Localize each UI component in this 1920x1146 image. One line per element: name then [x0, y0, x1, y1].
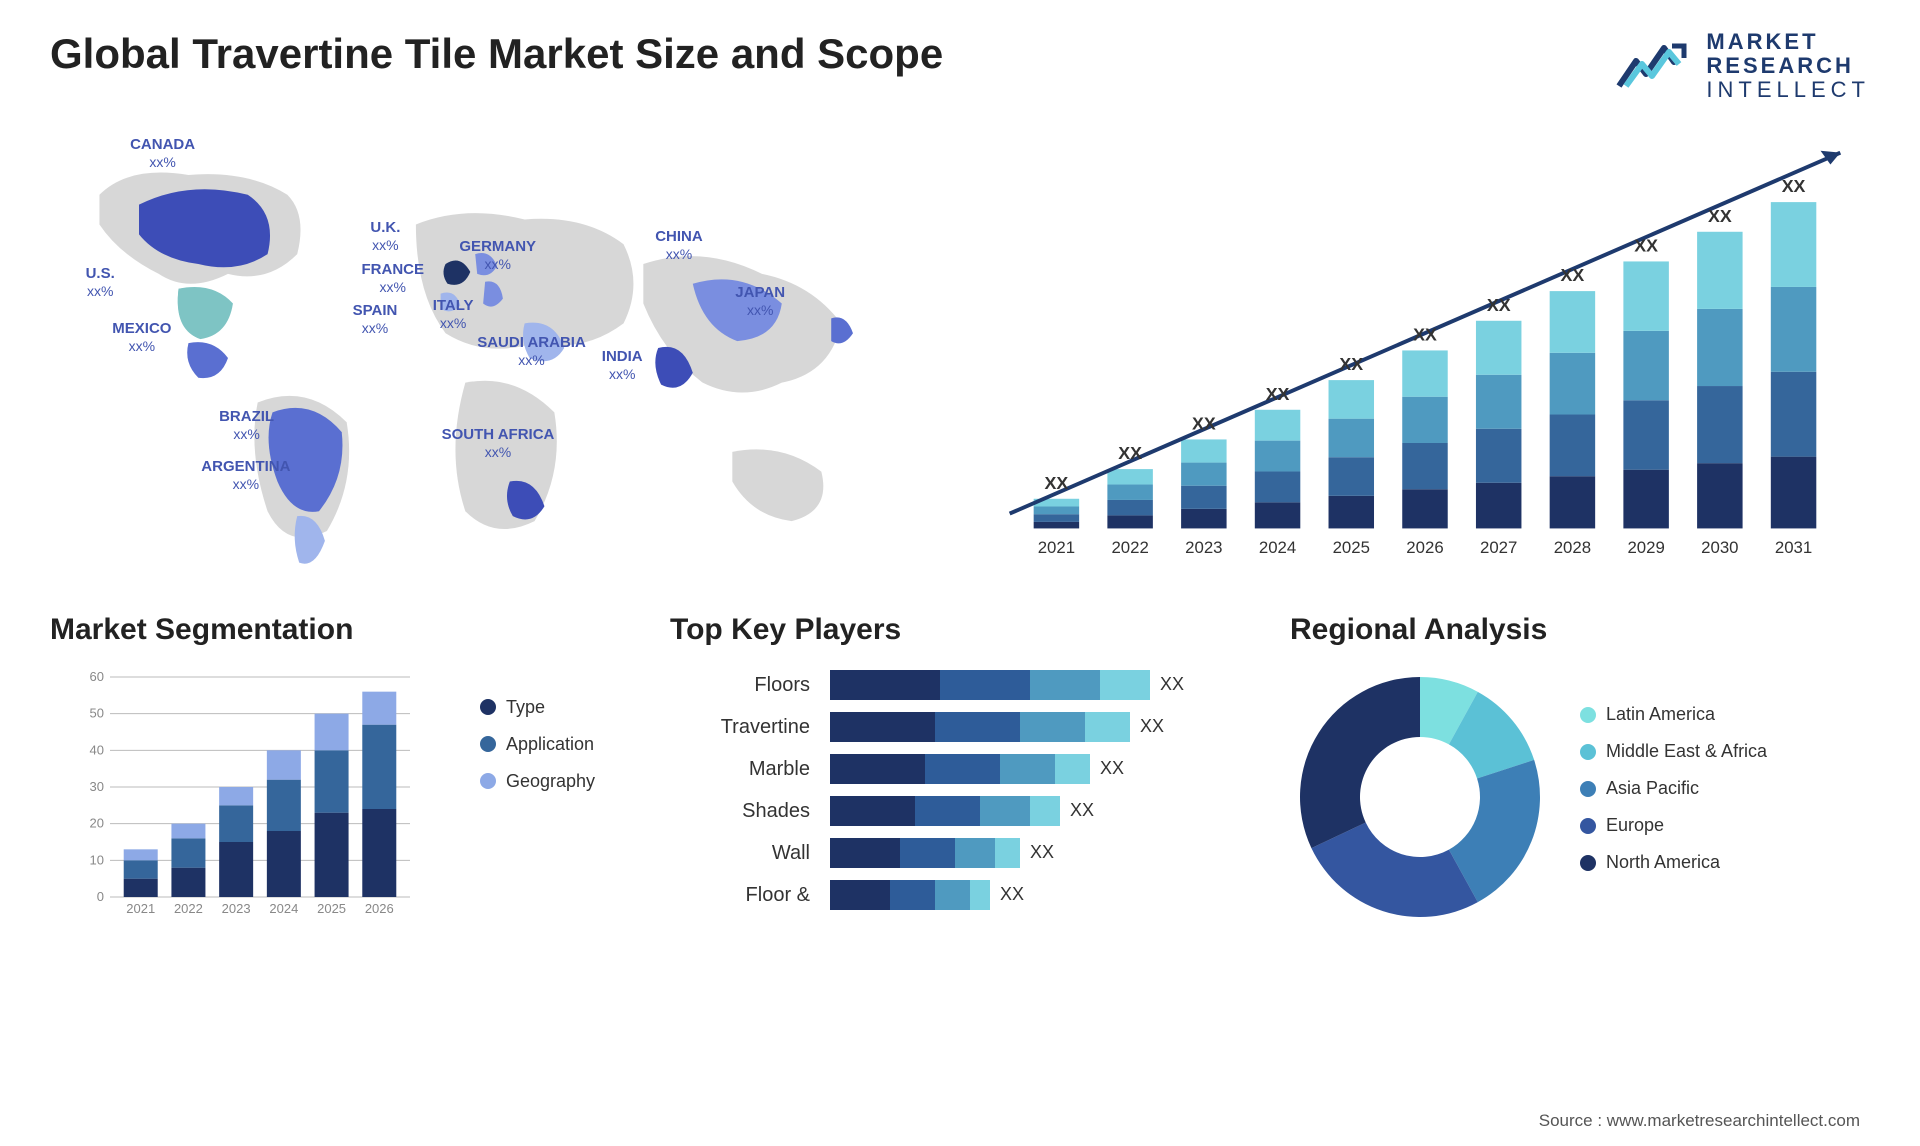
player-label: Floors [670, 667, 810, 703]
map-country-label: SOUTH AFRICAxx% [442, 426, 555, 461]
svg-text:XX: XX [1045, 472, 1069, 492]
regional-title: Regional Analysis [1290, 613, 1870, 647]
player-label: Marble [670, 751, 810, 787]
svg-text:XX: XX [1708, 205, 1732, 225]
legend-item: Middle East & Africa [1580, 741, 1870, 762]
svg-text:2027: 2027 [1480, 538, 1517, 557]
map-country-label: INDIAxx% [602, 348, 643, 383]
svg-text:2029: 2029 [1627, 538, 1664, 557]
growth-bar-chart: XX 2021 XX 2022 XX 2023 XX 2024 XX 2025 XX 2026 XX 20… [980, 123, 1870, 578]
page-title: Global Travertine Tile Market Size and S… [50, 30, 943, 78]
regional-section: Regional Analysis Latin America Middle Ea… [1290, 613, 1870, 953]
logo-line-3: INTELLECT [1706, 78, 1870, 102]
map-country-label: BRAZILxx% [219, 408, 274, 443]
players-labels: Floors Travertine Marble Shades Wall Floor & [670, 667, 810, 919]
svg-text:2026: 2026 [1406, 538, 1443, 557]
svg-text:40: 40 [90, 742, 104, 757]
svg-text:XX: XX [1487, 294, 1511, 314]
svg-text:2023: 2023 [222, 901, 251, 916]
players-bars: XX XX XX XX XX XX [830, 667, 1250, 919]
map-country-label: CHINAxx% [655, 228, 703, 263]
segmentation-title: Market Segmentation [50, 613, 630, 647]
player-label: Floor & [670, 877, 810, 913]
map-country-label: U.S.xx% [86, 265, 115, 300]
svg-text:XX: XX [1561, 265, 1585, 285]
legend-item: Latin America [1580, 704, 1870, 725]
svg-text:2026: 2026 [365, 901, 394, 916]
map-country-label: ARGENTINAxx% [201, 458, 290, 493]
legend-item: Type [480, 697, 630, 718]
players-title: Top Key Players [670, 613, 1250, 647]
legend-item: North America [1580, 852, 1870, 873]
svg-text:2025: 2025 [1333, 538, 1370, 557]
svg-text:2024: 2024 [1259, 538, 1296, 557]
svg-text:50: 50 [90, 705, 104, 720]
map-country-label: JAPANxx% [735, 284, 785, 319]
player-bar-row: XX [830, 835, 1250, 871]
map-country-label: FRANCExx% [362, 261, 425, 296]
legend-item: Europe [1580, 815, 1870, 836]
player-bar-row: XX [830, 793, 1250, 829]
legend-item: Geography [480, 771, 630, 792]
players-section: Top Key Players Floors Travertine Marble Sh… [670, 613, 1250, 953]
player-label: Wall [670, 835, 810, 871]
player-bar-row: XX [830, 709, 1250, 745]
player-bar-row: XX [830, 751, 1250, 787]
svg-text:2022: 2022 [174, 901, 203, 916]
regional-donut [1290, 667, 1550, 927]
legend-item: Asia Pacific [1580, 778, 1870, 799]
svg-text:2025: 2025 [317, 901, 346, 916]
svg-text:2021: 2021 [1038, 538, 1075, 557]
map-country-label: SAUDI ARABIAxx% [477, 334, 586, 369]
svg-text:XX: XX [1192, 413, 1216, 433]
svg-text:30: 30 [90, 779, 104, 794]
source-attribution: Source : www.marketresearchintellect.com [1539, 1111, 1860, 1131]
world-map-panel: CANADAxx% U.S.xx% MEXICOxx% BRAZILxx% ARGENT… [50, 123, 940, 583]
segmentation-section: Market Segmentation 0 10 20 30 40 50 60 2021 202… [50, 613, 630, 953]
player-bar-row: XX [830, 877, 1250, 913]
svg-text:20: 20 [90, 815, 104, 830]
player-bar-row: XX [830, 667, 1250, 703]
map-country-label: CANADAxx% [130, 136, 195, 171]
segmentation-legend: Type Application Geography [480, 667, 630, 927]
svg-text:60: 60 [90, 669, 104, 684]
logo-line-1: MARKET [1706, 30, 1870, 54]
player-label: Shades [670, 793, 810, 829]
logo-icon [1614, 36, 1694, 96]
svg-text:XX: XX [1118, 443, 1142, 463]
svg-text:2030: 2030 [1701, 538, 1738, 557]
player-label: Travertine [670, 709, 810, 745]
map-country-label: ITALYxx% [433, 297, 474, 332]
svg-text:10: 10 [90, 852, 104, 867]
svg-text:XX: XX [1413, 324, 1437, 344]
svg-text:2031: 2031 [1775, 538, 1812, 557]
map-country-label: U.K.xx% [370, 219, 400, 254]
logo-line-2: RESEARCH [1706, 54, 1870, 78]
map-country-label: GERMANYxx% [459, 238, 536, 273]
map-country-label: SPAINxx% [353, 302, 398, 337]
svg-text:2021: 2021 [126, 901, 155, 916]
brand-logo: MARKET RESEARCH INTELLECT [1614, 30, 1870, 103]
svg-text:XX: XX [1782, 176, 1806, 196]
map-country-label: MEXICOxx% [112, 320, 171, 355]
legend-item: Application [480, 734, 630, 755]
segmentation-chart: 0 10 20 30 40 50 60 2021 2022 2023 2024 2025 2026 [50, 667, 450, 927]
svg-text:XX: XX [1266, 383, 1290, 403]
growth-chart-panel: XX 2021 XX 2022 XX 2023 XX 2024 XX 2025 XX 2026 XX 20… [980, 123, 1870, 583]
svg-text:2023: 2023 [1185, 538, 1222, 557]
svg-text:XX: XX [1339, 354, 1363, 374]
regional-legend: Latin America Middle East & Africa Asia Pa… [1580, 704, 1870, 889]
svg-text:2024: 2024 [269, 901, 298, 916]
svg-text:XX: XX [1634, 235, 1658, 255]
svg-text:2022: 2022 [1111, 538, 1148, 557]
svg-text:2028: 2028 [1554, 538, 1591, 557]
svg-text:0: 0 [97, 889, 104, 904]
